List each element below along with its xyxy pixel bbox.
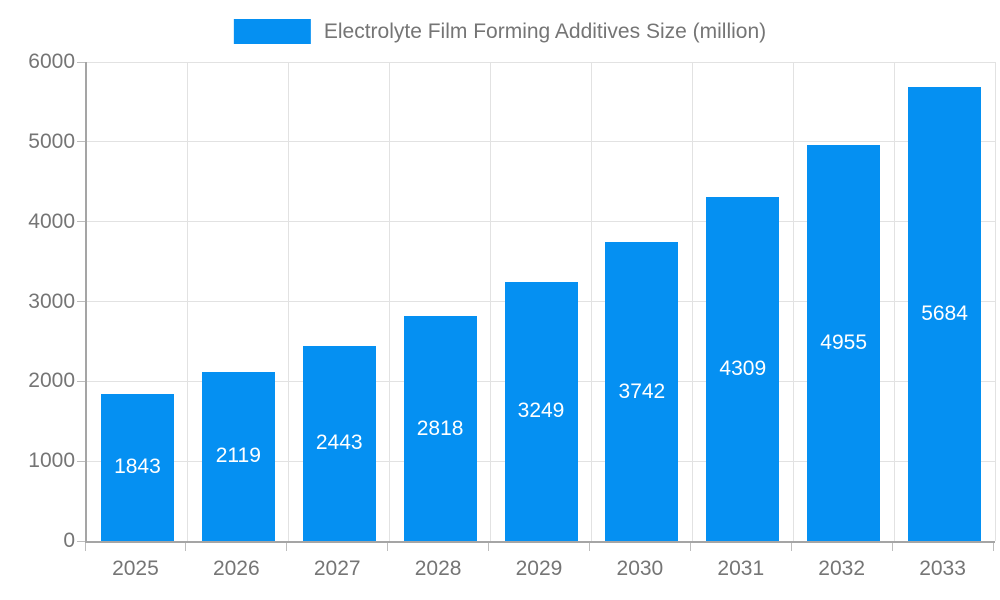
y-axis-tick-label: 0 [63, 529, 75, 552]
x-axis-tick-label: 2027 [313, 557, 361, 580]
horizontal-gridline [87, 141, 995, 143]
x-axis-tick [488, 543, 490, 551]
y-axis-tick-label: 4000 [28, 209, 75, 233]
y-axis-tick [77, 221, 85, 223]
y-axis-tick [77, 61, 85, 63]
x-axis-tick-label: 2025 [112, 557, 159, 580]
y-axis-tick [77, 141, 85, 143]
vertical-gridline [893, 62, 895, 541]
y-axis-tick-label: 3000 [28, 289, 75, 313]
legend-label: Electrolyte Film Forming Additives Size … [323, 19, 767, 43]
bar-value-label: 4955 [820, 331, 868, 355]
x-axis-tick-label: 2029 [515, 557, 563, 580]
bar-value-label: 3249 [517, 399, 565, 423]
bar-2025: 1843 [100, 393, 174, 541]
bar-value-label: 5684 [921, 302, 968, 326]
vertical-gridline [288, 62, 290, 541]
x-axis-tick [387, 543, 389, 551]
y-axis-tick-label: 2000 [28, 369, 75, 393]
x-axis-tick [286, 543, 288, 551]
bar-2028: 2818 [403, 316, 477, 541]
bar-2027: 2443 [302, 345, 376, 541]
vertical-gridline [994, 62, 996, 541]
bar-2033: 5684 [908, 87, 982, 541]
bar-value-label: 3742 [618, 379, 666, 403]
bar-2026: 2119 [201, 371, 275, 541]
x-axis-tick-label: 2031 [717, 557, 765, 580]
y-axis-tick-label: 6000 [28, 50, 75, 73]
y-axis-tick-label: 5000 [28, 129, 75, 153]
y-axis-tick [77, 380, 85, 382]
x-axis-tick-label: 2028 [414, 557, 462, 580]
bar-2031: 4309 [706, 197, 780, 541]
vertical-gridline [691, 62, 693, 541]
bar-2032: 4955 [807, 145, 881, 541]
x-axis-tick [689, 543, 691, 551]
vertical-gridline [187, 62, 189, 541]
x-axis-tick-label: 2032 [818, 557, 866, 580]
plot-area: 1843 2119 2443 2818 3249 3742 4309 4955 5684 [85, 61, 996, 543]
bar-2029: 3249 [504, 281, 578, 541]
y-axis-tick [77, 301, 85, 302]
x-axis-tick [790, 543, 792, 551]
legend-swatch-icon [233, 19, 311, 44]
x-axis-tick [891, 543, 893, 551]
bar-value-label: 2119 [215, 444, 261, 468]
x-axis-tick [84, 543, 86, 551]
x-axis-tick-label: 2030 [616, 557, 664, 580]
bar-value-label: 1843 [114, 455, 161, 479]
y-axis-tick [77, 460, 85, 462]
vertical-gridline [490, 62, 492, 541]
bar-2030: 3742 [605, 242, 679, 541]
vertical-gridline [590, 62, 592, 541]
chart-legend: Electrolyte Film Forming Additives Size … [233, 19, 767, 44]
x-axis-tick-label: 2033 [919, 557, 966, 580]
bar-value-label: 2818 [416, 416, 464, 440]
bar-value-label: 2443 [315, 431, 363, 455]
bar-value-label: 4309 [719, 357, 767, 380]
horizontal-gridline [87, 221, 995, 223]
horizontal-gridline [87, 61, 995, 63]
vertical-gridline [792, 62, 794, 541]
vertical-gridline [389, 62, 391, 541]
y-axis-tick [77, 540, 85, 542]
x-axis-tick [992, 543, 994, 551]
x-axis-tick [185, 543, 187, 551]
x-axis-tick-label: 2026 [212, 557, 260, 580]
x-axis-tick [588, 543, 590, 551]
y-axis-tick-label: 1000 [28, 449, 75, 473]
